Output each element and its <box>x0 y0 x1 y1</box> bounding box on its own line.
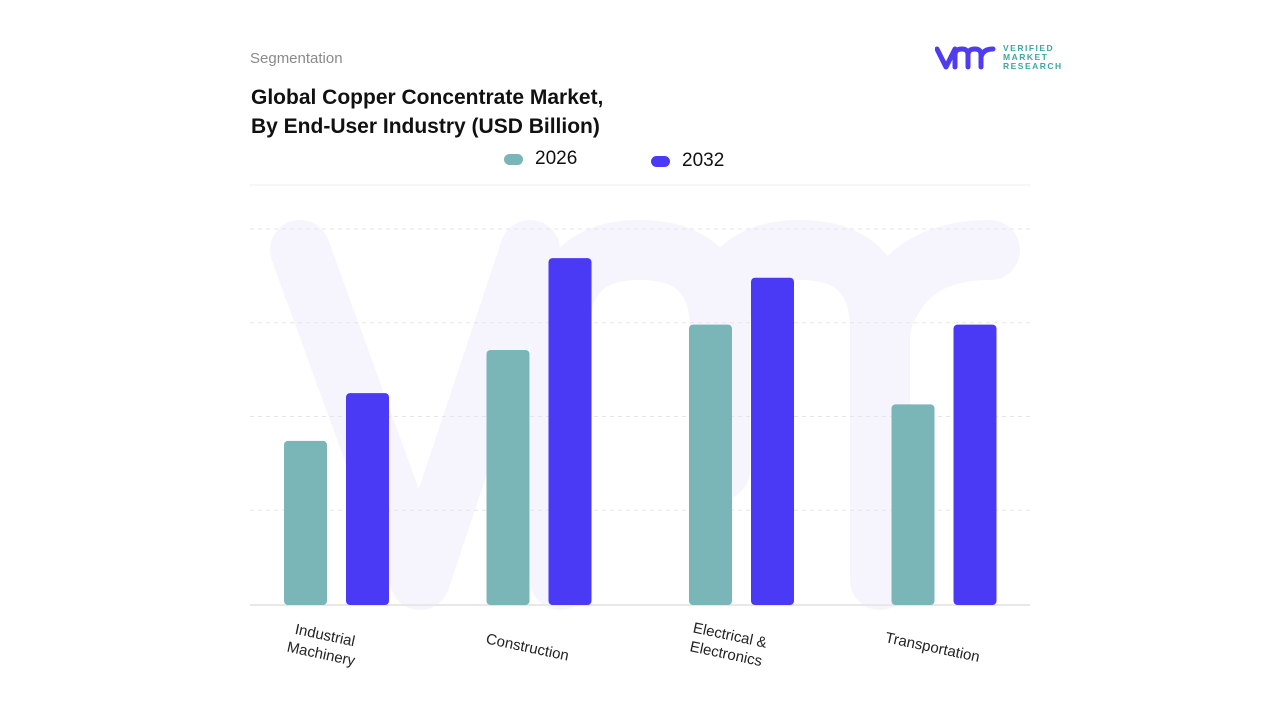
bar-2026-electrical-electronics <box>689 324 732 605</box>
legend-label-2026: 2026 <box>535 148 578 169</box>
bar-2032-construction <box>548 258 592 605</box>
bar-2026-transportation <box>891 404 935 605</box>
watermark-logo <box>270 220 1020 610</box>
legend-label-2032: 2032 <box>682 150 725 171</box>
vmr-logo: VERIFIED MARKET RESEARCH <box>935 44 1063 71</box>
legend-swatch-2032 <box>651 155 670 167</box>
logo-line-1: VERIFIED <box>1003 43 1055 53</box>
logo-text: VERIFIED MARKET RESEARCH <box>1003 44 1063 71</box>
bar-2026-construction <box>486 349 530 605</box>
title-line-1: Global Copper Concentrate Market, <box>251 86 604 109</box>
x-tick-label-line: Transportation <box>884 629 982 666</box>
x-tick-label: IndustrialMachinery <box>285 620 361 670</box>
x-tick-label-line: Construction <box>484 631 570 665</box>
legend-swatch-2026 <box>504 153 523 165</box>
vmr-logo-mark-icon <box>935 46 996 69</box>
bar-2032-transportation <box>953 324 997 605</box>
x-tick-label: Electrical &Electronics <box>688 619 769 670</box>
title-line-2: By End-User Industry (USD Billion) <box>251 115 600 138</box>
logo-line-2: MARKET <box>1003 52 1049 62</box>
bar-2026-industrial-machinery <box>284 440 327 605</box>
legend-item-2026: 2026 <box>504 148 577 170</box>
bar-2032-electrical-electronics <box>751 277 794 605</box>
legend-item-2032: 2032 <box>651 150 724 172</box>
bar-2032-industrial-machinery <box>346 393 389 605</box>
x-tick-label: Transportation <box>884 629 982 666</box>
logo-line-3: RESEARCH <box>1003 61 1063 71</box>
chart-title: Global Copper Concentrate Market, By End… <box>251 83 603 141</box>
segment-label: Segmentation <box>250 50 343 67</box>
x-tick-label: Construction <box>484 631 570 665</box>
